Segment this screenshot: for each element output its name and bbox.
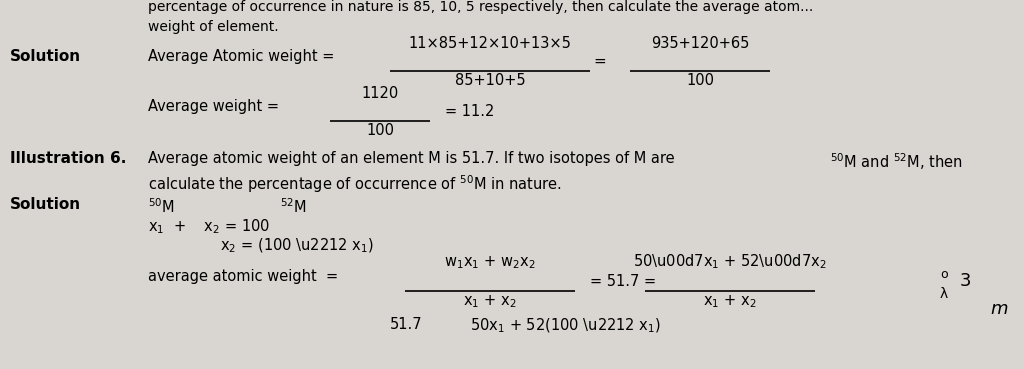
Text: x$_1$ + x$_2$: x$_1$ + x$_2$ [703, 293, 757, 310]
Text: $^{50}$M and $^{52}$M, then: $^{50}$M and $^{52}$M, then [830, 151, 963, 172]
Text: Illustration 6.: Illustration 6. [10, 151, 126, 166]
Text: average atomic weight  =: average atomic weight = [148, 269, 338, 284]
Text: 51.7: 51.7 [390, 317, 423, 332]
Text: 1120: 1120 [361, 86, 398, 101]
Text: percentage of occurrence in nature is 85, 10, 5 respectively, then calculate the: percentage of occurrence in nature is 85… [148, 0, 813, 14]
Text: 50\u00d7x$_1$ + 52\u00d7x$_2$: 50\u00d7x$_1$ + 52\u00d7x$_2$ [633, 252, 826, 271]
Text: $^{52}$M: $^{52}$M [280, 197, 307, 216]
Text: Average atomic weight of an element M is 51.7. If two isotopes of M are: Average atomic weight of an element M is… [148, 151, 679, 166]
Text: o: o [940, 268, 947, 280]
Text: x$_1$ + x$_2$: x$_1$ + x$_2$ [463, 293, 517, 310]
Text: Average weight =: Average weight = [148, 99, 279, 114]
Text: calculate the percentage of occurrence of $^{50}$M in nature.: calculate the percentage of occurrence o… [148, 173, 562, 195]
Text: Solution: Solution [10, 49, 81, 64]
Text: 100: 100 [686, 73, 714, 88]
Text: 11×85+12×10+13×5: 11×85+12×10+13×5 [409, 36, 571, 51]
Text: Average Atomic weight =: Average Atomic weight = [148, 49, 335, 64]
Text: $^{50}$M: $^{50}$M [148, 197, 175, 216]
Text: λ: λ [940, 287, 948, 301]
Text: 935+120+65: 935+120+65 [651, 36, 750, 51]
Text: =: = [594, 54, 606, 69]
Text: m: m [990, 300, 1008, 318]
Text: 3: 3 [961, 272, 972, 290]
Text: w$_1$x$_1$ + w$_2$x$_2$: w$_1$x$_1$ + w$_2$x$_2$ [444, 254, 536, 271]
Text: 85+10+5: 85+10+5 [455, 73, 525, 88]
Text: Solution: Solution [10, 197, 81, 212]
Text: weight of element.: weight of element. [148, 20, 279, 34]
Text: x$_1$  +    x$_2$ = 100: x$_1$ + x$_2$ = 100 [148, 217, 270, 236]
Text: = 51.7 =: = 51.7 = [590, 273, 656, 289]
Text: 100: 100 [366, 123, 394, 138]
Text: 50x$_1$ + 52(100 \u2212 x$_1$): 50x$_1$ + 52(100 \u2212 x$_1$) [470, 317, 662, 335]
Text: x$_2$ = (100 \u2212 x$_1$): x$_2$ = (100 \u2212 x$_1$) [220, 237, 374, 255]
Text: = 11.2: = 11.2 [445, 103, 495, 118]
